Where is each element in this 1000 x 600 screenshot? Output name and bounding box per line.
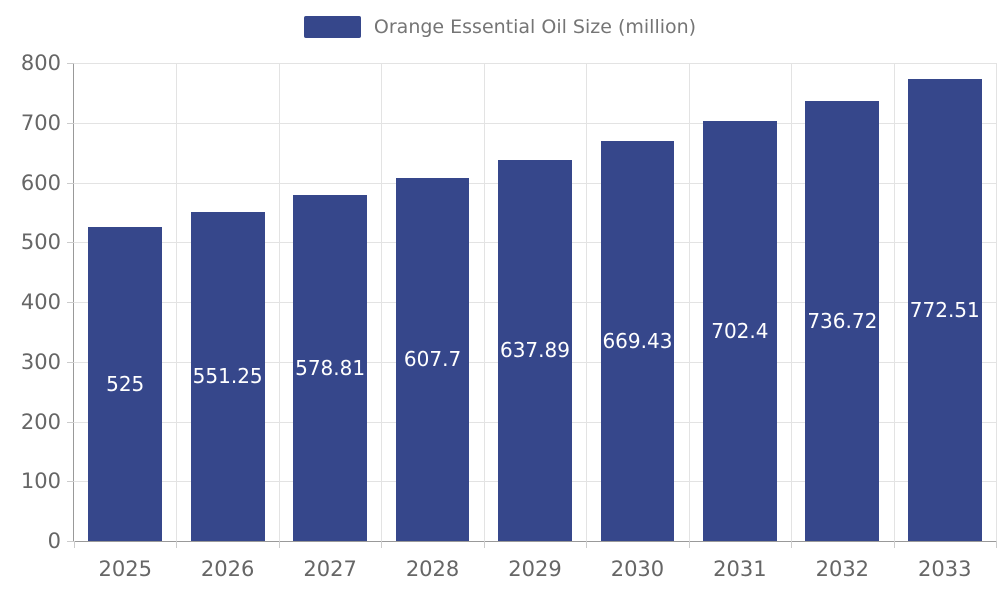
x-axis-tick-label: 2029 [508,557,562,581]
x-axis-tick [483,541,485,548]
y-axis-tick-label: 400 [20,290,61,314]
y-axis-tick [67,481,74,483]
x-axis-tick [176,541,178,548]
x-axis-tick-label: 2032 [815,557,870,581]
x-axis-tick [381,541,383,548]
bar-2031[interactable]: 702.4 [703,121,777,541]
y-axis-tick [67,182,74,184]
y-axis-tick-label: 700 [20,110,61,135]
bar-value-label: 551.25 [192,364,263,389]
y-axis-tick [67,541,74,542]
legend-swatch [303,16,361,38]
y-axis-tick [67,63,74,64]
y-axis-tick-label: 800 [20,51,61,75]
x-axis-tick-label: 2026 [200,557,255,581]
bar-value-label: 736.72 [807,308,878,333]
y-axis-tick [67,242,74,244]
x-axis-tick-label: 2033 [918,557,972,581]
y-axis-tick-label: 200 [20,409,61,434]
bar-2029[interactable]: 637.89 [498,159,572,541]
bar-2032[interactable]: 736.72 [805,100,880,541]
y-axis-tick-label: 300 [20,349,61,374]
y-axis-tick [67,122,74,124]
x-axis-tick [791,541,793,548]
x-gridline [381,63,383,541]
y-axis-tick-label: 0 [47,529,61,553]
bar-value-label: 607.7 [403,347,462,372]
bar-value-label: 578.81 [295,356,366,381]
x-gridline [688,63,690,541]
x-gridline [586,63,588,541]
y-axis-tick [67,302,74,303]
x-axis-tick [278,541,280,548]
bar-value-label: 772.51 [909,298,980,323]
x-axis-tick [74,541,75,548]
x-axis-tick-label: 2030 [610,557,665,581]
bar-value-label: 525 [106,372,145,397]
bar-value-label: 637.89 [499,338,570,363]
y-axis-tick-label: 600 [20,170,61,195]
x-axis-tick-label: 2031 [713,557,767,581]
x-axis-tick [688,541,690,548]
x-gridline [996,63,997,541]
legend-item[interactable]: Orange Essential Oil Size (million) [0,16,1000,38]
x-axis-tick [996,541,997,548]
y-gridline [74,122,996,124]
bar-value-label: 669.43 [602,329,673,353]
x-gridline [176,63,178,541]
y-axis-tick-label: 100 [20,469,61,494]
x-axis-tick [893,541,895,548]
bar-2028[interactable]: 607.7 [395,177,470,541]
bar-2030[interactable]: 669.43 [600,141,675,541]
y-gridline [74,63,996,64]
x-gridline [893,63,895,541]
bar-value-label: 702.4 [711,319,769,344]
bar-2033[interactable]: 772.51 [907,79,982,541]
y-axis-tick [67,421,74,423]
y-axis-tick-label: 500 [20,230,61,255]
plot-area: 0 100 200 300 400 500 600 700 800 525 2025 551.25 20… [21,51,997,581]
x-gridline [278,63,280,541]
x-axis-tick-label: 2025 [98,557,152,581]
x-axis-tick [586,541,588,548]
bar-2025[interactable]: 525 [88,227,163,541]
x-gridline [791,63,793,541]
x-axis-tick-label: 2027 [303,557,357,581]
y-axis-tick [67,361,74,363]
bar-2026[interactable]: 551.25 [190,211,265,541]
bar-2027[interactable]: 578.81 [293,195,367,541]
x-gridline [483,63,485,541]
x-axis-tick-label: 2028 [405,557,460,581]
legend-label: Orange Essential Oil Size (million) [373,16,697,38]
